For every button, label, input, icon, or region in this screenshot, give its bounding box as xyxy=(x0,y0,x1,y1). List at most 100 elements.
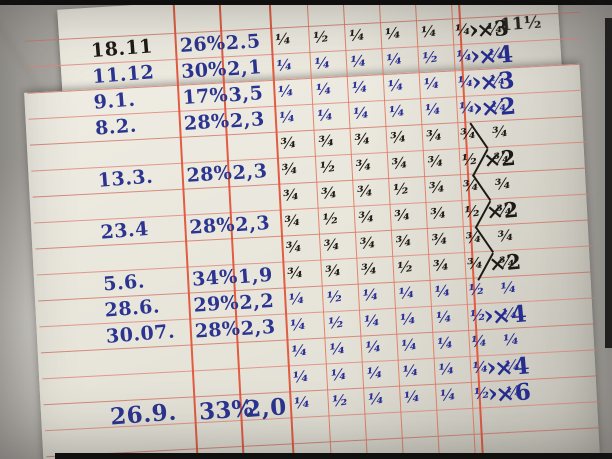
cell-fraction: ¼ xyxy=(437,359,455,380)
cell-date: 5.6. xyxy=(102,270,146,296)
cell-fraction: ¼ xyxy=(273,29,292,50)
cell-date: 23.4 xyxy=(99,217,150,244)
cell-fraction: ½ xyxy=(326,312,345,334)
cell-fraction: ¾ xyxy=(358,233,377,254)
cell-fraction: ¼ xyxy=(401,360,419,382)
cell-fraction: ½ xyxy=(467,279,485,300)
cell-percent: 28% xyxy=(183,109,231,135)
cell-fraction: ¼ xyxy=(362,311,381,332)
cell-date: 9.1. xyxy=(92,88,137,114)
cell-percent: 28% xyxy=(185,161,233,187)
top-right-note: 11½ xyxy=(499,12,543,36)
cell-percent: 17% xyxy=(181,83,229,109)
cell-date: 8.2. xyxy=(94,114,138,140)
cell-fraction: ¼ xyxy=(385,49,403,70)
cell-fraction: ¾ xyxy=(496,225,514,247)
cell-percent: 34% xyxy=(191,265,239,291)
cell-fraction: ¾ xyxy=(465,253,484,274)
cell-fraction: ½ xyxy=(391,179,410,200)
cell-fraction: ¼ xyxy=(276,80,294,102)
cell-fraction: ¾ xyxy=(430,229,448,250)
cell-fraction: ¼ xyxy=(288,314,307,336)
cell-fraction: ½ xyxy=(321,208,339,230)
cell-fraction: ¾ xyxy=(491,121,509,143)
cell-fraction: ¼ xyxy=(329,364,347,385)
cell-multiplier: ×6 xyxy=(494,378,532,409)
cell-value: 2.5 xyxy=(225,30,262,55)
cell-value: 2,3 xyxy=(229,108,266,133)
cell-percent: 29% xyxy=(192,291,240,317)
cell-fraction: ¼ xyxy=(423,99,442,120)
cell-date: 30.07. xyxy=(105,320,176,348)
cell-fraction: ¾ xyxy=(324,260,342,282)
cell-fraction: ¼ xyxy=(397,282,415,304)
cell-fraction: ¼ xyxy=(386,75,404,96)
cell-value: 2,3 xyxy=(240,315,277,341)
cell-fraction: ¼ xyxy=(499,277,517,299)
image-border-top xyxy=(0,0,612,5)
cell-multiplier: ×4 xyxy=(490,300,528,331)
cell-fraction: ¾ xyxy=(389,127,407,148)
cell-fraction: ½ xyxy=(462,201,481,222)
cell-fraction: ¾ xyxy=(319,182,338,204)
cell-date: 18.11 xyxy=(90,35,154,63)
cell-value: 2,2 xyxy=(238,289,276,315)
cell-fraction: ¾ xyxy=(279,132,297,154)
cell-fraction: ¾ xyxy=(284,236,303,258)
cell-fraction: ¾ xyxy=(357,207,375,228)
cell-fraction: ¼ xyxy=(293,392,311,414)
cell-fraction: ¼ xyxy=(469,331,488,352)
cell-fraction: ½ xyxy=(330,390,349,411)
cell-fraction: ¼ xyxy=(398,308,416,330)
cell-fraction: ¼ xyxy=(363,336,382,358)
cell-percent: 26% xyxy=(179,31,226,58)
cell-fraction: ¼ xyxy=(400,334,418,356)
cell-fraction: ¾ xyxy=(394,231,412,252)
cell-value: 2,1 xyxy=(226,56,263,81)
cell-multiplier: ×2 xyxy=(479,92,517,123)
cell-date: 28.6. xyxy=(103,295,161,322)
cell-fraction: ¼ xyxy=(287,288,305,310)
cell-fraction: ½ xyxy=(396,256,414,278)
cell-fraction: ¾ xyxy=(353,129,371,150)
cell-fraction: ¼ xyxy=(291,366,309,388)
cell-fraction: ¾ xyxy=(426,151,444,172)
cell-fraction: ¾ xyxy=(354,155,373,176)
cell-fraction: ¼ xyxy=(350,77,369,98)
cell-fraction: ¼ xyxy=(402,386,421,408)
cell-percent: 30% xyxy=(180,57,228,84)
cell-fraction: ¼ xyxy=(313,53,331,74)
image-border-bottom xyxy=(55,453,612,459)
cell-date: 13.3. xyxy=(97,165,154,192)
cell-fraction: ¼ xyxy=(361,285,379,306)
cell-fraction: ¾ xyxy=(493,173,511,195)
cell-fraction: ¾ xyxy=(431,255,450,276)
cell-fraction: ¼ xyxy=(435,333,454,354)
cell-fraction: ½ xyxy=(420,47,439,68)
cell-fraction: ¼ xyxy=(419,21,438,42)
cell-fraction: ¼ xyxy=(366,388,385,409)
image-border-right xyxy=(605,18,612,348)
cell-date: 26.9. xyxy=(109,398,178,431)
cell-fraction: ½ xyxy=(311,27,330,48)
cell-fraction: ½ xyxy=(460,149,478,170)
cell-fraction: ¼ xyxy=(328,338,346,360)
cell-fraction: ¼ xyxy=(387,101,406,122)
cell-fraction: ¾ xyxy=(355,181,374,202)
cell-value: 2,0 xyxy=(244,393,288,424)
cell-fraction: ½ xyxy=(318,157,337,178)
cell-fraction: ¾ xyxy=(282,184,300,206)
cell-fraction: ¾ xyxy=(322,234,341,256)
cell-fraction: ¼ xyxy=(438,385,457,406)
cell-fraction: ¼ xyxy=(314,79,332,100)
cell-value: 1,9 xyxy=(237,263,274,289)
cell-fraction: ¼ xyxy=(348,51,367,72)
cell-fraction: ¼ xyxy=(422,73,440,94)
cell-fraction: ¾ xyxy=(280,158,298,180)
cell-percent: 28% xyxy=(194,317,241,343)
cell-fraction: ¼ xyxy=(383,23,401,44)
cell-fraction: ¼ xyxy=(433,281,451,302)
cell-value: 3,5 xyxy=(227,82,265,107)
cell-fraction: ¾ xyxy=(286,262,304,284)
